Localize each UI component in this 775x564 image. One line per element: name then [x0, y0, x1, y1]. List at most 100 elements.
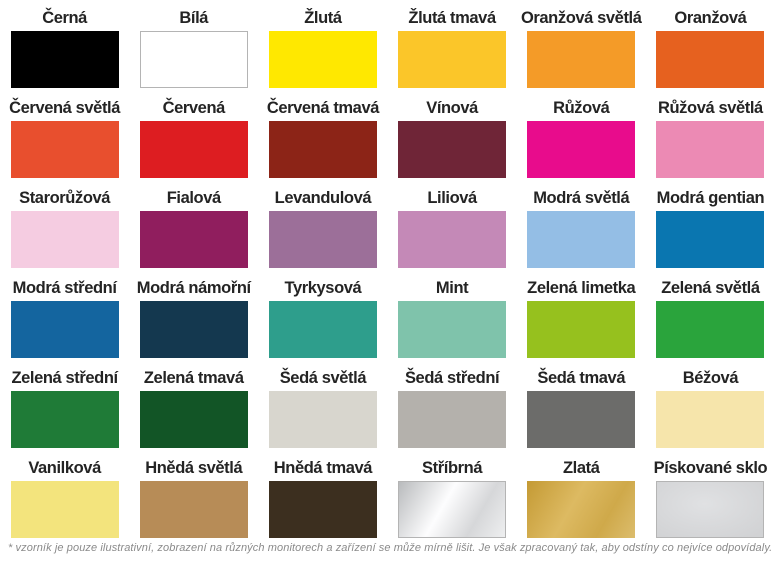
swatch-cell: Červená světlá — [0, 90, 129, 180]
swatch-color — [398, 31, 507, 88]
swatch-cell: Pískované sklo — [646, 450, 775, 540]
swatch-label: Modrá gentian — [656, 189, 765, 207]
swatch-color — [268, 31, 377, 88]
swatch-cell: Mint — [388, 270, 517, 360]
disclaimer-footnote: * vzorník je pouze ilustrativní, zobraze… — [8, 542, 773, 554]
swatch-color — [139, 301, 248, 358]
swatch-label: Tyrkysová — [284, 279, 362, 297]
swatch-label: Růžová světlá — [657, 99, 763, 117]
swatch-color — [10, 31, 119, 88]
swatch-color — [398, 211, 507, 268]
swatch-cell: Hnědá světlá — [129, 450, 258, 540]
swatch-label: Žlutá — [304, 9, 342, 27]
swatch-color — [656, 211, 765, 268]
swatch-color — [527, 481, 636, 538]
swatch-label: Béžová — [682, 369, 739, 387]
swatch-cell: Červená — [129, 90, 258, 180]
swatch-cell: Tyrkysová — [258, 270, 387, 360]
swatch-color — [656, 301, 765, 358]
swatch-label: Hnědá tmavá — [273, 459, 373, 477]
swatch-cell: Šedá střední — [388, 360, 517, 450]
swatch-cell: Vínová — [388, 90, 517, 180]
swatch-label: Žlutá tmavá — [408, 9, 496, 27]
swatch-color — [656, 31, 765, 88]
swatch-color — [139, 211, 248, 268]
swatch-color — [398, 121, 507, 178]
swatch-cell: Oranžová — [646, 0, 775, 90]
swatch-cell: Žlutá — [258, 0, 387, 90]
swatch-label: Fialová — [166, 189, 221, 207]
swatch-label: Bílá — [179, 9, 209, 27]
swatch-cell: Béžová — [646, 360, 775, 450]
swatch-cell: Bílá — [129, 0, 258, 90]
swatch-cell: Modrá námořní — [129, 270, 258, 360]
swatch-label: Červená tmavá — [266, 99, 380, 117]
swatch-cell: Zelená střední — [0, 360, 129, 450]
swatch-label: Vanilková — [28, 459, 101, 477]
swatch-color — [527, 211, 636, 268]
swatch-cell: Zlatá — [517, 450, 646, 540]
swatch-label: Zelená světlá — [661, 279, 760, 297]
swatch-color — [527, 391, 636, 448]
swatch-cell: Vanilková — [0, 450, 129, 540]
swatch-color — [139, 481, 248, 538]
swatch-color — [10, 301, 119, 358]
swatch-label: Zelená střední — [11, 369, 118, 387]
swatch-color — [656, 391, 765, 448]
swatch-color — [656, 481, 765, 538]
swatch-cell: Červená tmavá — [258, 90, 387, 180]
swatch-cell: Zelená limetka — [517, 270, 646, 360]
swatch-cell: Oranžová světlá — [517, 0, 646, 90]
swatch-color — [139, 31, 248, 88]
swatch-color — [10, 481, 119, 538]
swatch-cell: Zelená tmavá — [129, 360, 258, 450]
swatch-label: Zelená limetka — [527, 279, 636, 297]
swatch-label: Šedá světlá — [279, 369, 367, 387]
swatch-cell: Růžová — [517, 90, 646, 180]
swatch-label: Šedá tmavá — [537, 369, 626, 387]
swatch-cell: Černá — [0, 0, 129, 90]
swatch-label: Červená — [162, 99, 226, 117]
swatch-label: Modrá střední — [12, 279, 117, 297]
swatch-color — [10, 211, 119, 268]
swatch-color — [139, 391, 248, 448]
swatch-label: Zlatá — [562, 459, 600, 477]
swatch-label: Hnědá světlá — [145, 459, 243, 477]
color-swatch-grid: Černá Bílá Žlutá Žlutá tmavá Oranžová světlá… — [0, 0, 775, 540]
swatch-cell: Modrá světlá — [517, 180, 646, 270]
swatch-color — [398, 391, 507, 448]
swatch-color — [398, 301, 507, 358]
swatch-cell: Modrá gentian — [646, 180, 775, 270]
swatch-label: Šedá střední — [404, 369, 500, 387]
swatch-color — [527, 301, 636, 358]
swatch-label: Modrá námořní — [136, 279, 251, 297]
swatch-cell: Zelená světlá — [646, 270, 775, 360]
swatch-color — [268, 211, 377, 268]
swatch-color — [10, 391, 119, 448]
swatch-label: Pískované sklo — [653, 459, 768, 477]
swatch-cell: Šedá světlá — [258, 360, 387, 450]
swatch-color — [398, 481, 507, 538]
swatch-cell: Růžová světlá — [646, 90, 775, 180]
swatch-cell: Liliová — [388, 180, 517, 270]
swatch-label: Červená světlá — [9, 99, 121, 117]
swatch-color — [268, 121, 377, 178]
swatch-label: Stříbrná — [422, 459, 483, 477]
swatch-cell: Fialová — [129, 180, 258, 270]
swatch-color — [268, 481, 377, 538]
swatch-label: Liliová — [427, 189, 477, 207]
swatch-color — [10, 121, 119, 178]
swatch-color — [656, 121, 765, 178]
swatch-cell: Levandulová — [258, 180, 387, 270]
swatch-label: Černá — [42, 9, 87, 27]
swatch-label: Růžová — [553, 99, 610, 117]
swatch-cell: Starorůžová — [0, 180, 129, 270]
swatch-label: Mint — [435, 279, 469, 297]
swatch-label: Starorůžová — [19, 189, 111, 207]
swatch-color — [527, 121, 636, 178]
swatch-color — [268, 391, 377, 448]
swatch-cell: Hnědá tmavá — [258, 450, 387, 540]
swatch-label: Oranžová světlá — [520, 9, 642, 27]
swatch-label: Zelená tmavá — [143, 369, 244, 387]
swatch-cell: Modrá střední — [0, 270, 129, 360]
